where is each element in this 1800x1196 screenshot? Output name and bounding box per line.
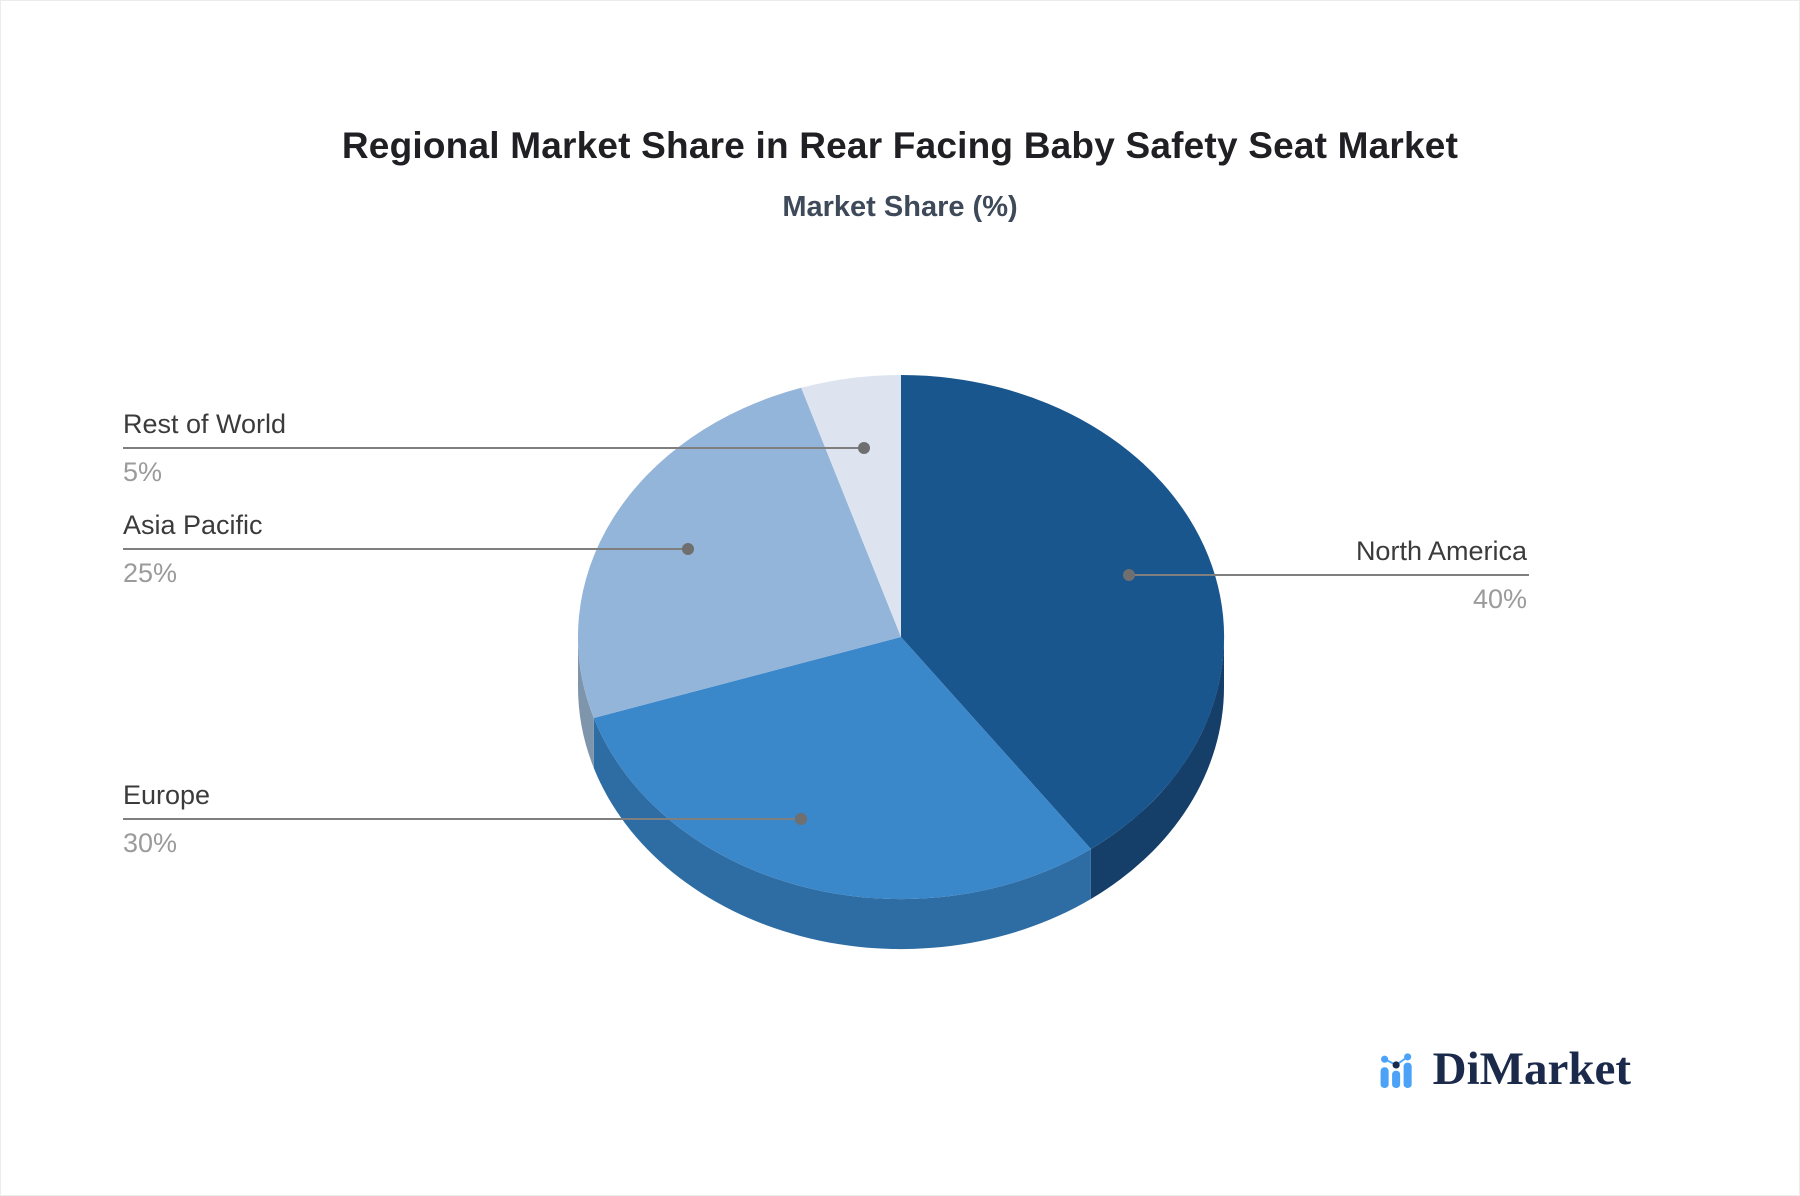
pie-slice-asia-pacific	[577, 387, 901, 718]
callout-label-asia-pacific: Asia Pacific	[123, 510, 263, 540]
logo-bar-1	[1380, 1067, 1389, 1088]
leader-dot-asia-pacific	[682, 543, 694, 555]
pie-side-north-america	[1090, 637, 1225, 899]
logo-bar-3	[1403, 1062, 1412, 1088]
callout-pct-north-america: 40%	[1472, 584, 1527, 614]
logo-dot-left	[1380, 1055, 1388, 1063]
bar-chart-logo-icon	[1380, 1053, 1412, 1088]
callout-pct-asia-pacific: 25%	[123, 558, 178, 588]
callout-pct-europe: 30%	[123, 828, 178, 858]
leader-dot-europe	[795, 813, 807, 825]
pie-slice-rest-of-world	[801, 374, 901, 637]
pie-slice-north-america	[901, 375, 1225, 849]
callout-label-europe: Europe	[123, 780, 211, 810]
logo-dot-middle	[1392, 1061, 1400, 1069]
chart-subtitle: Market Share (%)	[782, 191, 1018, 223]
leader-dot-rest-of-world	[858, 442, 870, 454]
pie-side-europe	[593, 718, 1091, 950]
callout-label-rest-of-world: Rest of World	[123, 409, 287, 439]
pie-top-slices	[577, 374, 1225, 900]
logo-dot-right	[1403, 1053, 1411, 1061]
callout-label-north-america: North America	[1355, 536, 1527, 566]
logo-bar-2	[1391, 1070, 1400, 1088]
callout-pct-rest-of-world: 5%	[123, 457, 163, 487]
leader-dots	[682, 442, 1135, 825]
pie-3d-sides	[577, 637, 1225, 950]
chart-title: Regional Market Share in Rear Facing Bab…	[341, 125, 1459, 166]
dimarket-logo: DiMarket	[1378, 1041, 1631, 1097]
leader-lines	[123, 447, 1529, 820]
leader-dot-north-america	[1123, 569, 1135, 581]
logo-text: DiMarket	[1432, 1042, 1631, 1095]
pie-side-asia-pacific	[577, 637, 594, 768]
pie-slice-europe	[593, 637, 1091, 900]
